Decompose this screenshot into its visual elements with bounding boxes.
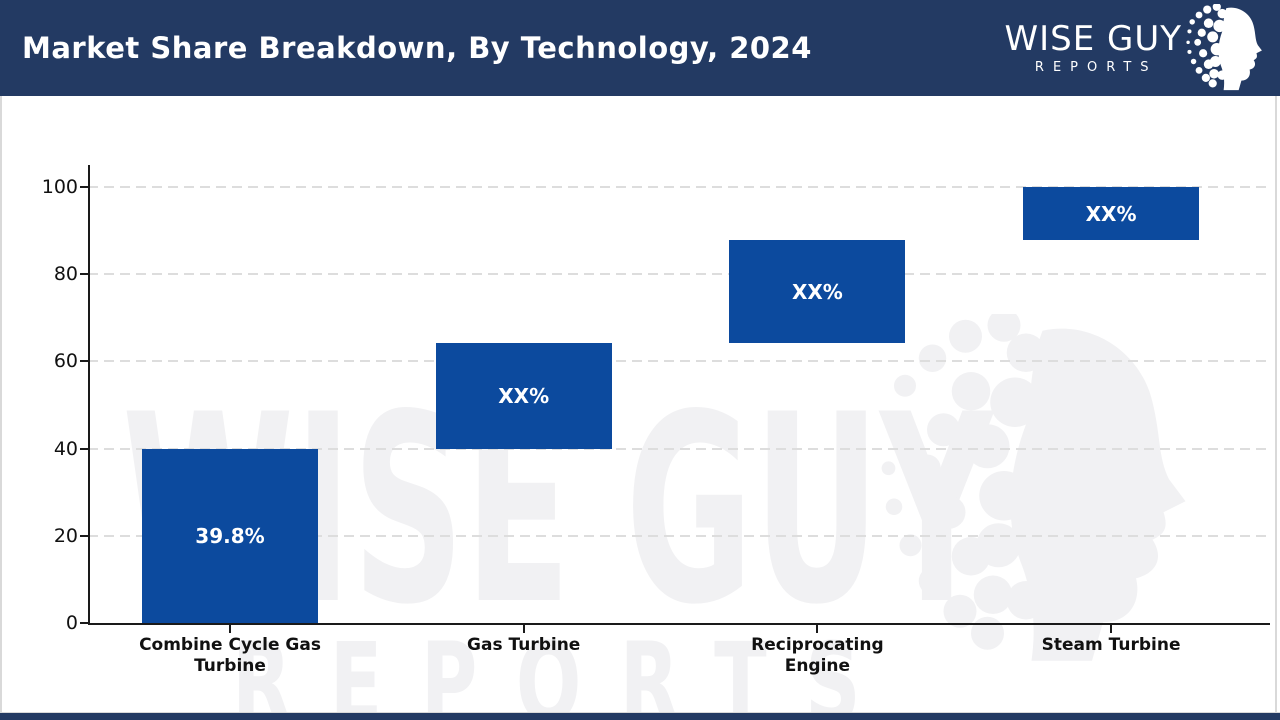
x-category-label-combine-cycle-gas-turbine: Combine Cycle Gas Turbine <box>139 635 321 676</box>
y-tick-mark-100 <box>80 186 88 188</box>
y-tick-mark-80 <box>80 273 88 276</box>
watermark-head-profile-icon <box>881 314 1186 661</box>
y-tick-label-60: 60 <box>53 350 78 373</box>
bar-reciprocating-engine <box>729 240 906 344</box>
y-tick-label-0: 0 <box>65 612 78 634</box>
x-tick-mark-gas-turbine <box>522 625 525 633</box>
logo-wordmark: WISE GUY REPORTS <box>1004 22 1182 74</box>
bar-steam-turbine <box>1023 187 1200 241</box>
footer-bar <box>0 713 1280 720</box>
x-tick-mark-steam-turbine <box>1110 625 1113 633</box>
bar-gas-turbine <box>435 343 612 450</box>
header: Market Share Breakdown, By Technology, 2… <box>0 0 1280 96</box>
y-tick-label-20: 20 <box>53 524 78 547</box>
x-tick-mark-reciprocating-engine <box>816 625 819 633</box>
bottom-divider-line <box>0 712 1280 713</box>
y-axis-line <box>88 165 90 625</box>
y-tick-label-80: 80 <box>53 263 78 286</box>
bar-value-label-reciprocating-engine: XX% <box>791 279 843 304</box>
chart-area: WISE GUY REPORTS 0 20 40 60 80 100 39.8% Combin… <box>0 96 1280 720</box>
bar-combine-cycle-gas-turbine <box>142 449 318 623</box>
y-tick-label-100: 100 <box>41 176 78 198</box>
y-tick-mark-60 <box>80 360 88 363</box>
y-tick-mark-40 <box>80 447 88 450</box>
x-tick-mark-combine-cycle-gas-turbine <box>229 625 231 633</box>
watermark-wordmark-sub: REPORTS <box>232 619 900 720</box>
gridline-40 <box>88 447 1270 450</box>
y-tick-label-40: 40 <box>53 437 78 460</box>
gridline-80 <box>88 273 1270 276</box>
x-axis-line <box>88 623 1270 625</box>
gridline-20 <box>88 534 1270 537</box>
bar-value-label-gas-turbine: XX% <box>498 384 550 409</box>
logo-wordmark-main: WISE GUY <box>1004 19 1182 59</box>
brand-logo: WISE GUY REPORTS <box>1004 3 1266 93</box>
logo-head-profile-icon <box>1186 3 1262 90</box>
left-frame-line <box>0 96 2 713</box>
right-frame-line <box>1275 96 1277 713</box>
y-tick-mark-0 <box>80 622 88 624</box>
x-category-label-gas-turbine: Gas Turbine <box>467 635 581 655</box>
y-tick-mark-20 <box>80 534 88 537</box>
gridline-60 <box>88 360 1270 363</box>
bar-value-label-steam-turbine: XX% <box>1085 201 1137 226</box>
gridline-100 <box>88 186 1270 188</box>
x-category-label-steam-turbine: Steam Turbine <box>1041 635 1181 655</box>
logo-wordmark-sub: REPORTS <box>1034 60 1158 75</box>
x-category-label-reciprocating-engine: Reciprocating Engine <box>751 635 884 676</box>
bar-value-label-combine-cycle-gas-turbine: 39.8% <box>195 524 265 549</box>
page-title: Market Share Breakdown, By Technology, 2… <box>22 31 812 65</box>
